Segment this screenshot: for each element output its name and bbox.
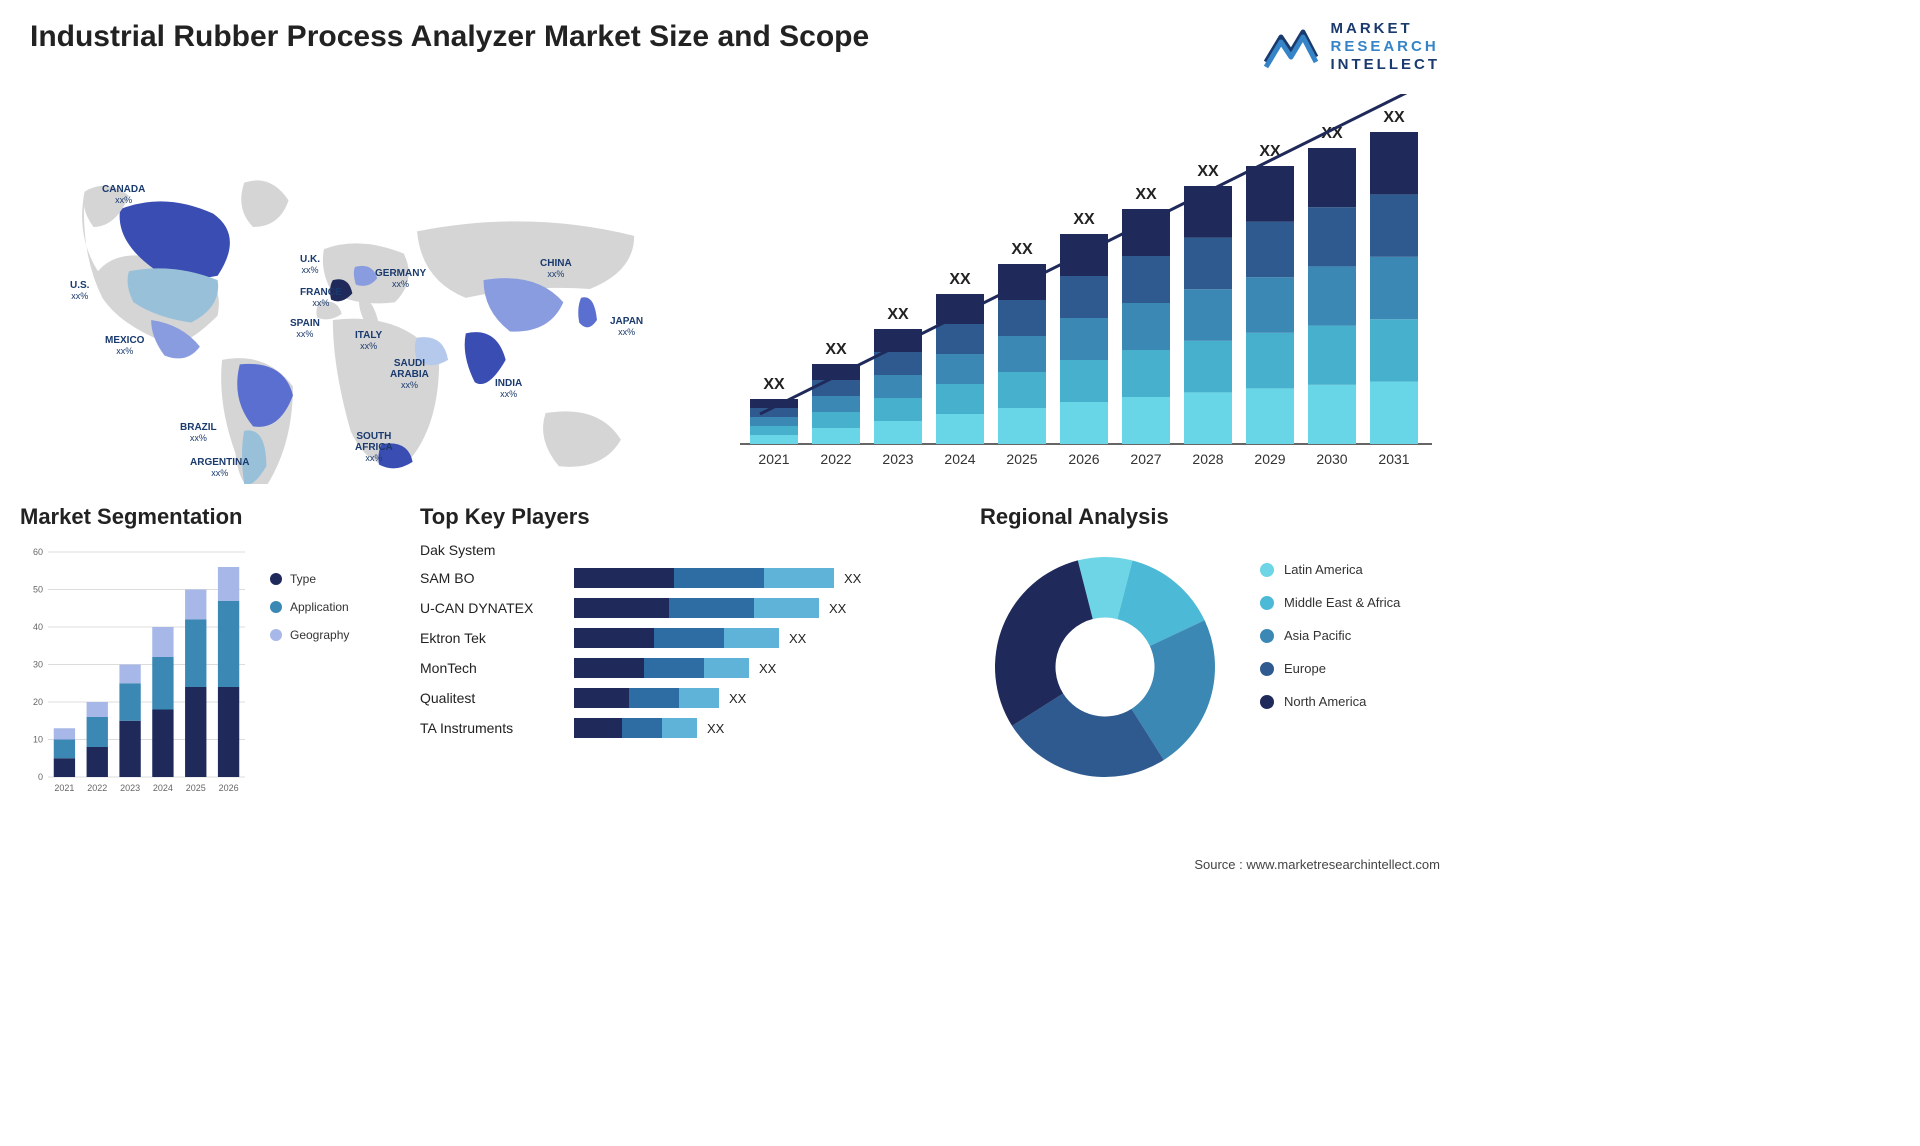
regional-donut bbox=[980, 542, 1230, 792]
logo-text-2: RESEARCH bbox=[1331, 38, 1441, 56]
svg-text:10: 10 bbox=[33, 735, 43, 745]
player-bar bbox=[574, 628, 779, 648]
svg-text:2024: 2024 bbox=[944, 451, 975, 467]
player-value: XX bbox=[829, 601, 846, 616]
player-bar bbox=[574, 718, 697, 738]
seg-legend-application: Application bbox=[270, 600, 349, 614]
svg-text:2022: 2022 bbox=[820, 451, 851, 467]
player-row: U-CAN DYNATEX XX bbox=[420, 598, 960, 618]
player-name: MonTech bbox=[420, 660, 560, 676]
svg-text:0: 0 bbox=[38, 772, 43, 782]
svg-text:2022: 2022 bbox=[87, 783, 107, 793]
player-bar bbox=[574, 568, 834, 588]
map-label-mexico: MEXICOxx% bbox=[105, 335, 144, 357]
regional-legend-item: Latin America bbox=[1260, 562, 1400, 577]
player-row: TA Instruments XX bbox=[420, 718, 960, 738]
player-value: XX bbox=[759, 661, 776, 676]
player-row: Dak System bbox=[420, 542, 960, 558]
map-label-brazil: BRAZILxx% bbox=[180, 422, 217, 444]
svg-text:2031: 2031 bbox=[1378, 451, 1409, 467]
seg-legend-geography: Geography bbox=[270, 628, 349, 642]
player-value: XX bbox=[844, 571, 861, 586]
svg-text:2029: 2029 bbox=[1254, 451, 1285, 467]
svg-text:XX: XX bbox=[1073, 211, 1095, 228]
map-label-spain: SPAINxx% bbox=[290, 318, 320, 340]
map-label-us: U.S.xx% bbox=[70, 280, 89, 302]
svg-text:60: 60 bbox=[33, 547, 43, 557]
growth-bar-chart: 2021 XX 2022 XX 2023 XX 2024 XX 2025 XX 2026 XX 2027… bbox=[720, 94, 1440, 484]
player-name: U-CAN DYNATEX bbox=[420, 600, 560, 616]
map-label-japan: JAPANxx% bbox=[610, 316, 643, 338]
svg-text:2024: 2024 bbox=[153, 783, 173, 793]
players-title: Top Key Players bbox=[420, 504, 960, 530]
logo-icon bbox=[1261, 22, 1321, 72]
svg-text:2025: 2025 bbox=[186, 783, 206, 793]
player-row: SAM BO XX bbox=[420, 568, 960, 588]
svg-text:XX: XX bbox=[887, 306, 909, 323]
svg-text:2027: 2027 bbox=[1130, 451, 1161, 467]
brand-logo: MARKET RESEARCH INTELLECT bbox=[1261, 20, 1441, 74]
player-row: Ektron Tek XX bbox=[420, 628, 960, 648]
segmentation-legend: Type Application Geography bbox=[270, 542, 349, 802]
map-label-saudiarabia: SAUDIARABIAxx% bbox=[390, 358, 429, 391]
player-value: XX bbox=[729, 691, 746, 706]
player-name: SAM BO bbox=[420, 570, 560, 586]
svg-text:XX: XX bbox=[1011, 241, 1033, 258]
player-value: XX bbox=[789, 631, 806, 646]
regional-title: Regional Analysis bbox=[980, 504, 1460, 530]
svg-text:2030: 2030 bbox=[1316, 451, 1347, 467]
svg-text:XX: XX bbox=[1197, 163, 1219, 180]
player-row: Qualitest XX bbox=[420, 688, 960, 708]
map-label-southafrica: SOUTHAFRICAxx% bbox=[355, 431, 393, 464]
player-value: XX bbox=[707, 721, 724, 736]
regional-legend-item: Middle East & Africa bbox=[1260, 595, 1400, 610]
svg-text:2023: 2023 bbox=[882, 451, 913, 467]
svg-text:2021: 2021 bbox=[54, 783, 74, 793]
regional-legend: Latin America Middle East & Africa Asia Pa… bbox=[1260, 542, 1400, 709]
map-label-argentina: ARGENTINAxx% bbox=[190, 457, 249, 479]
svg-text:50: 50 bbox=[33, 585, 43, 595]
svg-text:2021: 2021 bbox=[758, 451, 789, 467]
svg-text:XX: XX bbox=[949, 271, 971, 288]
svg-text:2026: 2026 bbox=[1068, 451, 1099, 467]
page-title: Industrial Rubber Process Analyzer Marke… bbox=[30, 20, 869, 54]
map-label-france: FRANCExx% bbox=[300, 287, 342, 309]
svg-text:40: 40 bbox=[33, 622, 43, 632]
regional-legend-item: Asia Pacific bbox=[1260, 628, 1400, 643]
player-name: Ektron Tek bbox=[420, 630, 560, 646]
map-label-italy: ITALYxx% bbox=[355, 330, 382, 352]
svg-text:30: 30 bbox=[33, 660, 43, 670]
source-text: Source : www.marketresearchintellect.com bbox=[1194, 857, 1440, 872]
segmentation-title: Market Segmentation bbox=[20, 504, 400, 530]
svg-text:XX: XX bbox=[825, 341, 847, 358]
player-name: Dak System bbox=[420, 542, 560, 558]
map-label-uk: U.K.xx% bbox=[300, 254, 320, 276]
segmentation-chart: 0 10 20 30 40 50 60 2021 2022 2023 2024 2025 2026 bbox=[20, 542, 250, 802]
player-name: Qualitest bbox=[420, 690, 560, 706]
player-row: MonTech XX bbox=[420, 658, 960, 678]
svg-text:XX: XX bbox=[1135, 186, 1157, 203]
map-label-germany: GERMANYxx% bbox=[375, 268, 426, 290]
map-label-india: INDIAxx% bbox=[495, 378, 522, 400]
player-bar bbox=[574, 658, 749, 678]
player-name: TA Instruments bbox=[420, 720, 560, 736]
regional-legend-item: North America bbox=[1260, 694, 1400, 709]
svg-text:2028: 2028 bbox=[1192, 451, 1223, 467]
svg-text:XX: XX bbox=[1383, 109, 1405, 126]
regional-legend-item: Europe bbox=[1260, 661, 1400, 676]
players-list: Dak SystemSAM BOXXU-CAN DYNATEXXXEktron … bbox=[420, 542, 960, 738]
svg-text:2026: 2026 bbox=[219, 783, 239, 793]
svg-text:XX: XX bbox=[763, 376, 785, 393]
logo-text-3: INTELLECT bbox=[1331, 56, 1441, 74]
svg-text:2025: 2025 bbox=[1006, 451, 1037, 467]
map-label-canada: CANADAxx% bbox=[102, 184, 145, 206]
map-label-china: CHINAxx% bbox=[540, 258, 572, 280]
world-map: CANADAxx% U.S.xx% MEXICOxx% BRAZILxx% ARGENT… bbox=[30, 94, 680, 484]
player-bar bbox=[574, 688, 719, 708]
seg-legend-type: Type bbox=[270, 572, 349, 586]
player-bar bbox=[574, 598, 819, 618]
svg-text:20: 20 bbox=[33, 697, 43, 707]
svg-text:2023: 2023 bbox=[120, 783, 140, 793]
logo-text-1: MARKET bbox=[1331, 20, 1441, 38]
